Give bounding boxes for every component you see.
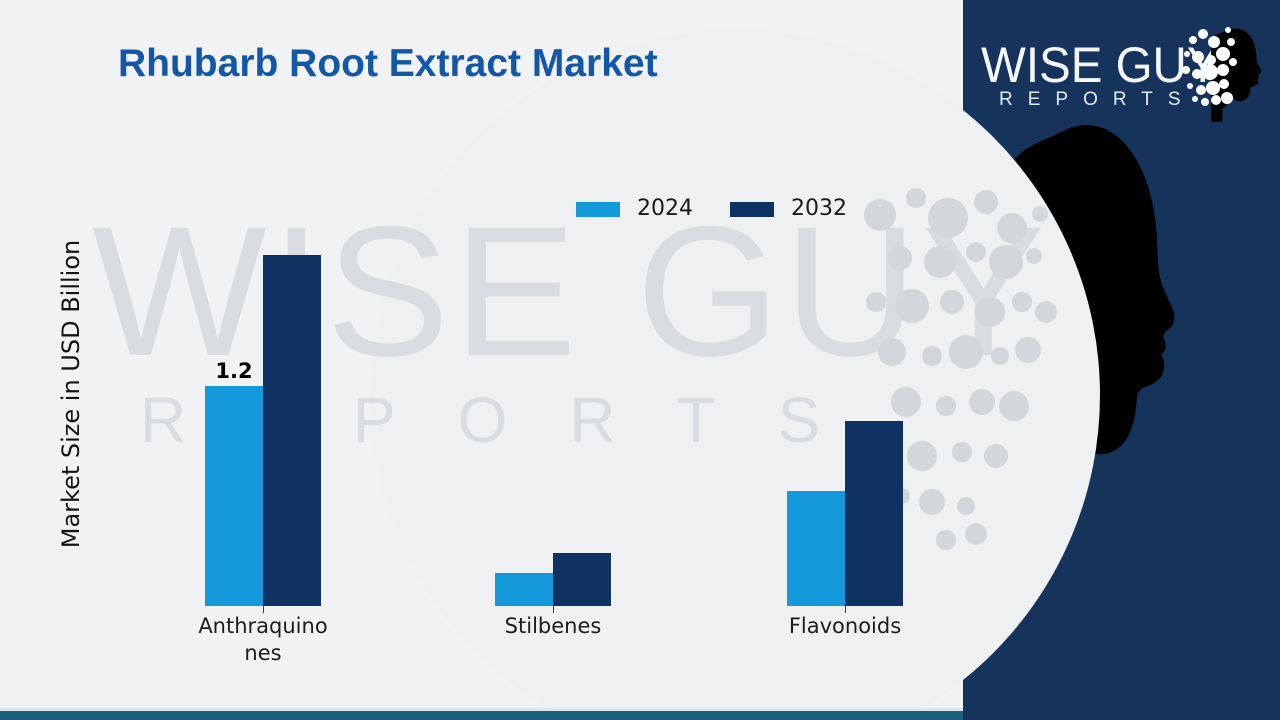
watermark-dot bbox=[949, 335, 983, 369]
watermark-dot bbox=[1026, 248, 1042, 264]
bar-flavonoids-2032 bbox=[845, 421, 903, 606]
logo-dot bbox=[1229, 58, 1237, 66]
legend-swatch bbox=[576, 201, 620, 217]
logo-dot bbox=[1219, 79, 1229, 89]
watermark-dot bbox=[989, 245, 1023, 279]
logo-dot bbox=[1206, 81, 1220, 95]
plot-area: Anthraquinones Stilbenes Flavonoids 1.2 bbox=[198, 255, 903, 666]
axis-tick bbox=[263, 606, 264, 613]
legend-item-2032: 2032 bbox=[730, 196, 847, 222]
bar-anthraquinones-2024 bbox=[205, 386, 263, 606]
watermark-dot bbox=[969, 389, 995, 415]
watermark-dot bbox=[928, 198, 968, 238]
watermark-dot bbox=[952, 442, 972, 462]
logo-dot bbox=[1221, 92, 1233, 104]
logo-dot bbox=[1184, 51, 1190, 57]
watermark-dot bbox=[895, 289, 929, 323]
category-label: Stilbenes bbox=[504, 614, 602, 638]
axis-tick bbox=[553, 606, 554, 613]
logo-dot bbox=[1227, 38, 1235, 46]
watermark-dot bbox=[957, 497, 975, 515]
logo-dot bbox=[1225, 27, 1231, 33]
logo-dot bbox=[1189, 36, 1197, 44]
logo-dot bbox=[1187, 83, 1193, 89]
bottom-accent-strip bbox=[0, 711, 963, 720]
logo-dot bbox=[1216, 47, 1230, 61]
brand-wordmark-sub: REPORTS bbox=[999, 89, 1196, 110]
watermark-dot bbox=[1035, 301, 1057, 323]
watermark-dot bbox=[974, 190, 998, 214]
logo-dot bbox=[1217, 64, 1229, 76]
watermark-dot bbox=[924, 246, 956, 278]
category-label: Anthraquinones bbox=[198, 614, 328, 666]
logo-dot bbox=[1182, 66, 1190, 74]
bar-value-label: 1.2 bbox=[215, 359, 253, 383]
watermark-dot bbox=[922, 346, 942, 366]
page-title: Rhubarb Root Extract Market bbox=[118, 42, 658, 85]
logo-dot bbox=[1196, 85, 1206, 95]
logo-dot bbox=[1201, 98, 1209, 106]
category-label: Flavonoids bbox=[788, 614, 902, 638]
watermark-dot bbox=[1012, 292, 1032, 312]
watermark-dot bbox=[936, 396, 956, 416]
watermark-dot bbox=[936, 530, 956, 550]
watermark-dot bbox=[891, 387, 921, 417]
legend-swatch bbox=[730, 201, 774, 217]
watermark-dots-cluster bbox=[370, 30, 1100, 720]
watermark-dot bbox=[997, 213, 1027, 243]
logo-dot bbox=[1192, 96, 1198, 102]
legend-label: 2024 bbox=[637, 196, 693, 221]
logo-dot bbox=[1208, 36, 1220, 48]
watermark-dot bbox=[907, 441, 937, 471]
watermark-dot bbox=[888, 246, 912, 270]
bar-flavonoids-2024 bbox=[787, 491, 845, 606]
watermark-dot bbox=[919, 489, 945, 515]
legend-item-2024: 2024 bbox=[576, 196, 693, 222]
logo-dot bbox=[1192, 69, 1202, 79]
watermark-dot bbox=[1015, 337, 1041, 363]
watermark-dot bbox=[1032, 206, 1048, 222]
watermark-dot bbox=[975, 297, 1005, 327]
logo-dot bbox=[1202, 64, 1218, 80]
logo-dot bbox=[1198, 29, 1208, 39]
watermark-dot bbox=[984, 444, 1008, 468]
brand-wordmark: WISE GUY bbox=[981, 37, 1219, 93]
watermark-dot bbox=[966, 242, 986, 262]
watermark-dot bbox=[999, 391, 1029, 421]
watermark-dot bbox=[940, 290, 964, 314]
watermark-dot bbox=[878, 338, 906, 366]
logo-dot bbox=[1192, 51, 1204, 63]
bar-stilbenes-2024 bbox=[495, 573, 553, 606]
bar-anthraquinones-2032 bbox=[263, 255, 321, 606]
watermark-dot bbox=[906, 188, 926, 208]
logo-dot bbox=[1206, 55, 1216, 65]
logo-dot bbox=[1211, 95, 1221, 105]
watermark-dot bbox=[991, 347, 1009, 365]
watermark-dot bbox=[864, 199, 896, 231]
background-circle bbox=[370, 30, 1100, 720]
bar-stilbenes-2032 bbox=[553, 553, 611, 606]
axis-tick bbox=[845, 606, 846, 613]
bottom-divider-line bbox=[0, 708, 963, 711]
legend-label: 2032 bbox=[791, 196, 847, 221]
y-axis-label: Market Size in USD Billion bbox=[57, 239, 85, 549]
watermark-dot bbox=[866, 292, 886, 312]
watermark-dot bbox=[965, 523, 987, 545]
